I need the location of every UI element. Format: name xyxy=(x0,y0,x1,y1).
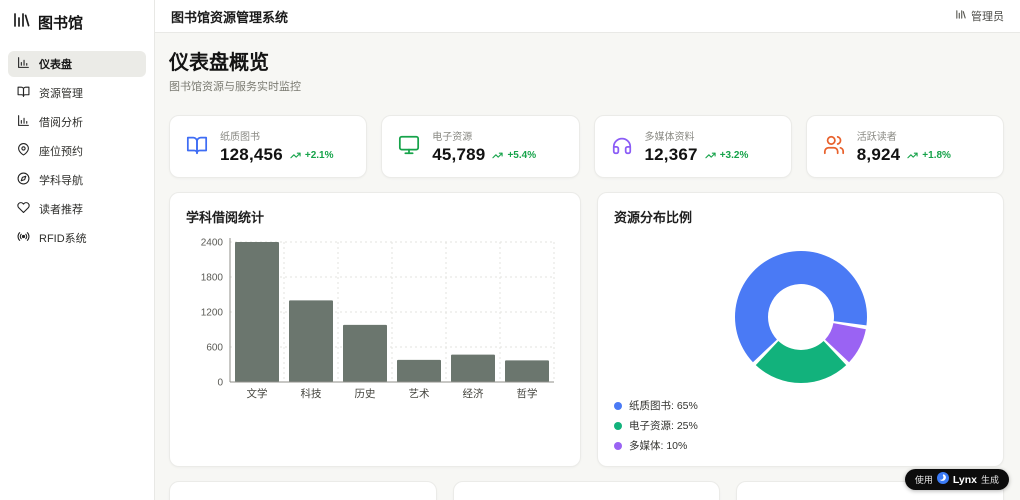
trending-up-icon xyxy=(492,152,504,158)
svg-text:哲学: 哲学 xyxy=(517,387,538,400)
trending-up-icon xyxy=(907,152,918,158)
headphones-icon xyxy=(611,134,633,161)
badge-brand: Lynx xyxy=(952,473,977,486)
app-logo: 图书馆 xyxy=(0,0,154,43)
system-status-card: 系统状态 xyxy=(452,481,721,500)
svg-text:历史: 历史 xyxy=(355,388,376,400)
legend-label: 多媒体: 10% xyxy=(629,440,688,452)
svg-text:文学: 文学 xyxy=(247,387,268,400)
sidebar-item-label: 学科导航 xyxy=(39,175,83,187)
lynx-logo-icon xyxy=(936,471,949,489)
stat-value: 8,924 xyxy=(856,145,901,164)
sidebar-item-label: 仪表盘 xyxy=(39,59,72,71)
sidebar-item-borrow-analytics[interactable]: 借阅分析 xyxy=(8,109,146,135)
stat-label: 多媒体资料 xyxy=(644,132,695,143)
heart-icon xyxy=(17,201,30,217)
stat-card-paper-books: 纸质图书 128,456 +2.1% xyxy=(169,115,368,178)
legend-dot xyxy=(614,421,622,430)
main-content: 仪表盘概览 图书馆资源与服务实时监控 纸质图书 128,456 +2.1% xyxy=(155,33,1020,500)
legend-dot xyxy=(614,401,622,410)
subject-borrow-bar-chart: 0 600 1200 1800 2400 文学 科技 历史 艺术 经济 哲学 xyxy=(186,226,564,407)
lynx-generated-badge[interactable]: 使用 Lynx 生成 xyxy=(904,469,1009,490)
legend-label: 电子资源: 25% xyxy=(629,420,698,432)
donut-legend: 纸质图书: 65% 电子资源: 25% 多媒体: 10% xyxy=(614,398,698,453)
stat-card-multimedia: 多媒体资料 12,367 +3.2% xyxy=(593,115,792,178)
sidebar-item-label: 借阅分析 xyxy=(39,117,83,129)
stat-trend: +3.2% xyxy=(704,150,748,161)
sidebar-item-seat-booking[interactable]: 座位预约 xyxy=(8,138,146,164)
book-open-icon xyxy=(17,85,30,101)
user-menu[interactable]: 管理员 xyxy=(955,8,1004,24)
stat-value: 12,367 xyxy=(644,145,698,164)
sidebar-item-subject-nav[interactable]: 学科导航 xyxy=(8,167,146,193)
sidebar-item-label: 资源管理 xyxy=(39,88,83,100)
stat-value: 45,789 xyxy=(432,145,486,164)
monitor-icon xyxy=(398,134,420,161)
sidebar-item-reader-recommend[interactable]: 读者推荐 xyxy=(8,196,146,222)
quick-actions-card: 快速操作 xyxy=(169,481,437,500)
sidebar-item-label: RFID系统 xyxy=(39,233,87,245)
top-bar: 图书馆资源管理系统 管理员 xyxy=(155,0,1020,33)
radio-waves-icon xyxy=(17,230,30,246)
sidebar-nav: 仪表盘 资源管理 借阅分析 座位预约 学科导航 xyxy=(0,43,154,262)
bottom-row: 快速操作 系统状态 最近通知 xyxy=(169,481,1004,500)
trending-up-icon xyxy=(290,152,301,158)
users-icon xyxy=(823,134,845,161)
stats-row: 纸质图书 128,456 +2.1% 电子资源 45,789 xyxy=(169,115,1004,178)
library-books-icon xyxy=(12,11,30,34)
app-title: 图书馆资源管理系统 xyxy=(171,9,289,25)
stat-value: 128,456 xyxy=(220,145,283,164)
sidebar-item-label: 座位预约 xyxy=(39,146,83,158)
svg-text:0: 0 xyxy=(217,378,223,389)
stat-trend: +5.4% xyxy=(491,150,536,161)
bar-chart-icon xyxy=(17,56,30,72)
badge-prefix: 使用 xyxy=(914,475,933,485)
stat-card-e-resources: 电子资源 45,789 +5.4% xyxy=(381,115,580,178)
sidebar-item-label: 读者推荐 xyxy=(39,204,83,216)
resource-distribution-donut-chart xyxy=(731,247,871,392)
charts-row: 学科借阅统计 0 600 1200 1800 2400 文学 科技 历史 艺术 经济 哲学 资源分布… xyxy=(169,192,1004,467)
sidebar-item-resources[interactable]: 资源管理 xyxy=(8,80,146,106)
book-open-icon xyxy=(186,134,208,161)
sidebar-item-rfid[interactable]: RFID系统 xyxy=(8,225,146,251)
legend-dot xyxy=(614,441,622,450)
page-title: 仪表盘概览 xyxy=(169,52,269,74)
map-pin-icon xyxy=(17,143,30,159)
svg-text:艺术: 艺术 xyxy=(409,388,430,400)
sidebar-item-dashboard[interactable]: 仪表盘 xyxy=(8,51,146,77)
svg-text:2400: 2400 xyxy=(201,238,224,249)
legend-item: 纸质图书: 65% xyxy=(614,398,698,413)
sidebar: 图书馆 仪表盘 资源管理 借阅分析 座位预约 xyxy=(0,0,155,500)
donut-chart-card: 资源分布比例 纸质图书: 65% 电子资源: 25% 多媒体: 10% xyxy=(597,192,1004,467)
svg-text:1800: 1800 xyxy=(201,273,224,284)
page-subtitle: 图书馆资源与服务实时监控 xyxy=(169,81,301,93)
library-books-icon xyxy=(955,9,966,23)
legend-label: 纸质图书: 65% xyxy=(629,400,698,412)
legend-item: 电子资源: 25% xyxy=(614,418,698,433)
svg-text:1200: 1200 xyxy=(201,308,224,319)
bar-chart-card: 学科借阅统计 0 600 1200 1800 2400 文学 科技 历史 艺术 经济 哲学 xyxy=(169,192,581,467)
svg-text:600: 600 xyxy=(206,343,223,354)
bar-chart-title: 学科借阅统计 xyxy=(186,210,265,225)
stat-label: 电子资源 xyxy=(432,132,473,143)
user-role-label: 管理员 xyxy=(971,11,1004,23)
trending-up-icon xyxy=(705,152,716,158)
compass-icon xyxy=(17,172,30,188)
svg-text:科技: 科技 xyxy=(301,387,322,400)
stat-card-active-readers: 活跃读者 8,924 +1.8% xyxy=(805,115,1004,178)
stat-trend: +1.8% xyxy=(906,150,951,161)
bar-chart-icon xyxy=(17,114,30,130)
logo-text: 图书馆 xyxy=(38,16,84,32)
svg-text:经济: 经济 xyxy=(463,387,484,400)
badge-suffix: 生成 xyxy=(980,475,999,485)
stat-label: 纸质图书 xyxy=(220,132,260,143)
stat-label: 活跃读者 xyxy=(856,132,897,143)
legend-item: 多媒体: 10% xyxy=(614,438,698,453)
donut-chart-title: 资源分布比例 xyxy=(614,210,693,225)
stat-trend: +2.1% xyxy=(289,150,334,161)
